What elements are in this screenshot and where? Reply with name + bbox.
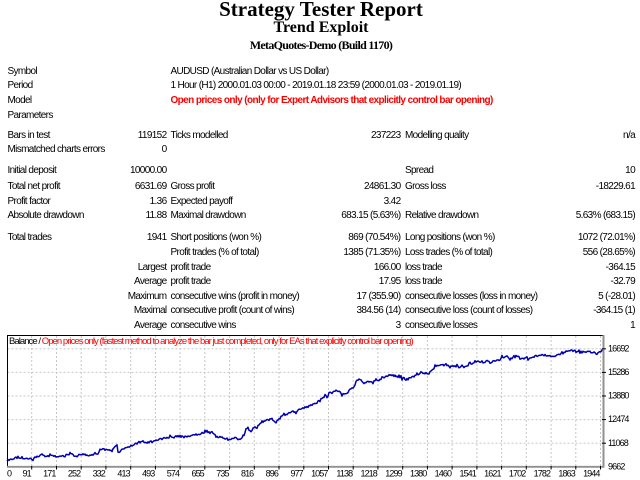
svg-text:12474: 12474 [608, 414, 629, 424]
svg-text:896: 896 [266, 469, 279, 479]
svg-text:977: 977 [290, 469, 303, 479]
svg-text:655: 655 [191, 469, 204, 479]
svg-text:1944: 1944 [583, 469, 600, 479]
svg-text:1460: 1460 [435, 469, 452, 479]
svg-text:1702: 1702 [509, 469, 526, 479]
svg-text:1138: 1138 [336, 469, 353, 479]
svg-text:15286: 15286 [608, 367, 629, 377]
svg-text:171: 171 [43, 469, 56, 479]
svg-text:1380: 1380 [410, 469, 427, 479]
svg-text:332: 332 [93, 469, 106, 479]
svg-text:11068: 11068 [608, 438, 629, 448]
svg-text:1863: 1863 [558, 469, 575, 479]
svg-text:816: 816 [241, 469, 254, 479]
svg-text:493: 493 [142, 469, 155, 479]
svg-text:1541: 1541 [459, 469, 476, 479]
svg-text:16692: 16692 [608, 343, 629, 353]
svg-text:1299: 1299 [385, 469, 402, 479]
svg-text:13880: 13880 [608, 391, 629, 401]
svg-text:9662: 9662 [608, 461, 625, 471]
svg-text:1782: 1782 [534, 469, 551, 479]
svg-text:91: 91 [22, 469, 31, 479]
svg-text:735: 735 [216, 469, 229, 479]
svg-text:0: 0 [7, 469, 12, 479]
svg-text:1621: 1621 [484, 469, 501, 479]
svg-text:413: 413 [117, 469, 130, 479]
svg-text:1218: 1218 [360, 469, 377, 479]
svg-text:252: 252 [68, 469, 81, 479]
svg-text:574: 574 [167, 469, 180, 479]
svg-text:1057: 1057 [311, 469, 328, 479]
